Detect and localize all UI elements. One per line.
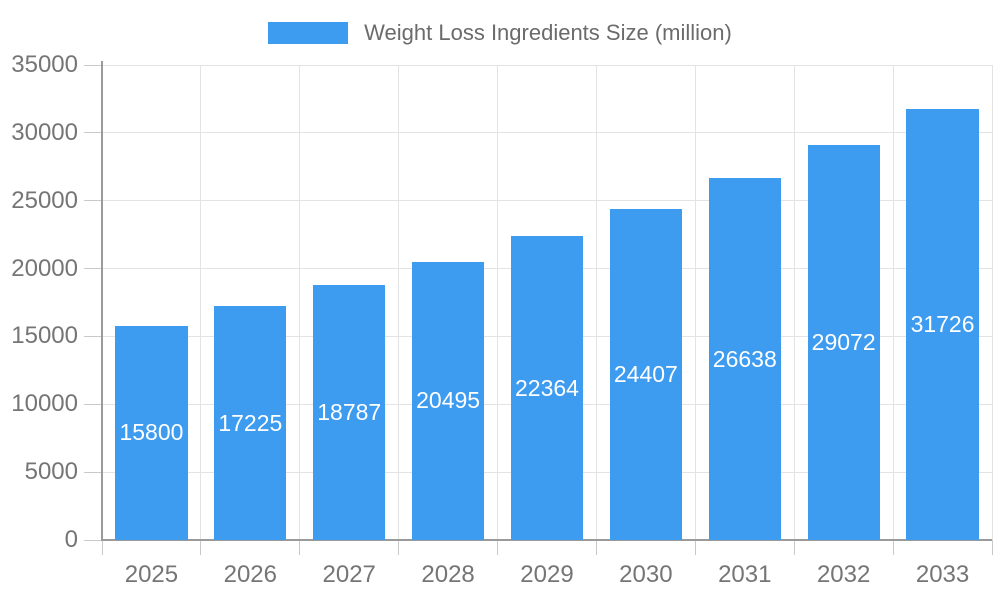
v-gridline bbox=[595, 65, 597, 540]
x-axis-label: 2025 bbox=[124, 561, 179, 588]
y-tick bbox=[84, 335, 102, 337]
x-axis-label: 2026 bbox=[223, 561, 277, 588]
x-axis-line bbox=[101, 539, 992, 541]
h-gridline bbox=[102, 200, 992, 202]
bar: 15800 bbox=[115, 325, 188, 540]
bar: 22364 bbox=[510, 236, 584, 540]
y-axis-label: 10000 bbox=[11, 390, 78, 418]
y-axis-label: 30000 bbox=[11, 118, 78, 146]
x-tick bbox=[299, 540, 301, 555]
v-gridline bbox=[793, 65, 795, 540]
y-tick bbox=[84, 471, 102, 473]
bar-value-label: 20495 bbox=[416, 387, 481, 414]
bar-value-label: 15800 bbox=[119, 419, 184, 446]
x-axis-label: 2029 bbox=[520, 561, 574, 588]
x-axis-label: 2028 bbox=[421, 561, 475, 588]
x-tick bbox=[793, 540, 795, 555]
y-tick bbox=[84, 403, 102, 405]
v-gridline bbox=[299, 65, 301, 540]
bar-value-label: 22364 bbox=[515, 374, 579, 401]
v-gridline bbox=[398, 65, 400, 540]
y-axis-line bbox=[101, 61, 103, 540]
v-gridline bbox=[200, 65, 202, 540]
bar: 20495 bbox=[412, 261, 485, 540]
h-gridline bbox=[102, 64, 992, 66]
x-tick bbox=[497, 540, 499, 555]
y-tick bbox=[84, 268, 102, 270]
x-tick bbox=[694, 540, 696, 555]
y-axis-label: 35000 bbox=[11, 51, 78, 78]
y-tick bbox=[84, 132, 102, 134]
bar: 31726 bbox=[906, 109, 979, 540]
v-gridline bbox=[694, 65, 696, 540]
y-tick bbox=[84, 200, 102, 202]
x-tick bbox=[892, 540, 894, 555]
x-axis-label: 2030 bbox=[619, 561, 673, 588]
x-tick bbox=[595, 540, 597, 555]
x-tick bbox=[200, 540, 202, 555]
v-gridline bbox=[497, 65, 499, 540]
x-tick bbox=[101, 540, 103, 555]
bar: 29072 bbox=[807, 145, 880, 540]
x-axis-label: 2027 bbox=[322, 561, 376, 588]
y-tick bbox=[84, 64, 102, 66]
bar-value-label: 31726 bbox=[910, 311, 975, 338]
h-gridline bbox=[102, 132, 992, 134]
v-gridline bbox=[892, 65, 894, 540]
bar: 18787 bbox=[313, 285, 386, 540]
bar-value-label: 18787 bbox=[317, 399, 382, 425]
legend-label: Weight Loss Ingredients Size (million) bbox=[364, 20, 732, 45]
legend-swatch bbox=[268, 22, 349, 44]
bar: 24407 bbox=[609, 208, 682, 540]
x-tick bbox=[991, 540, 993, 555]
x-axis-label: 2031 bbox=[718, 561, 772, 588]
x-axis-label: 2033 bbox=[915, 561, 970, 588]
chart-legend: Weight Loss Ingredients Size (million) bbox=[0, 20, 1000, 46]
bar: 17225 bbox=[214, 306, 287, 540]
y-axis-label: 20000 bbox=[11, 254, 78, 282]
v-gridline bbox=[991, 65, 993, 540]
y-axis-label: 15000 bbox=[11, 322, 78, 350]
bar-value-label: 24407 bbox=[613, 360, 678, 387]
x-tick bbox=[398, 540, 400, 555]
bar-value-label: 29072 bbox=[811, 329, 876, 356]
y-axis-label: 5000 bbox=[24, 458, 78, 486]
x-axis-label: 2032 bbox=[816, 561, 871, 588]
bar-value-label: 17225 bbox=[218, 409, 283, 436]
bar: 26638 bbox=[708, 178, 781, 540]
bar-value-label: 26638 bbox=[712, 345, 777, 372]
y-tick bbox=[84, 539, 102, 541]
y-axis-label: 25000 bbox=[11, 186, 78, 214]
y-axis-label: 0 bbox=[64, 526, 78, 553]
